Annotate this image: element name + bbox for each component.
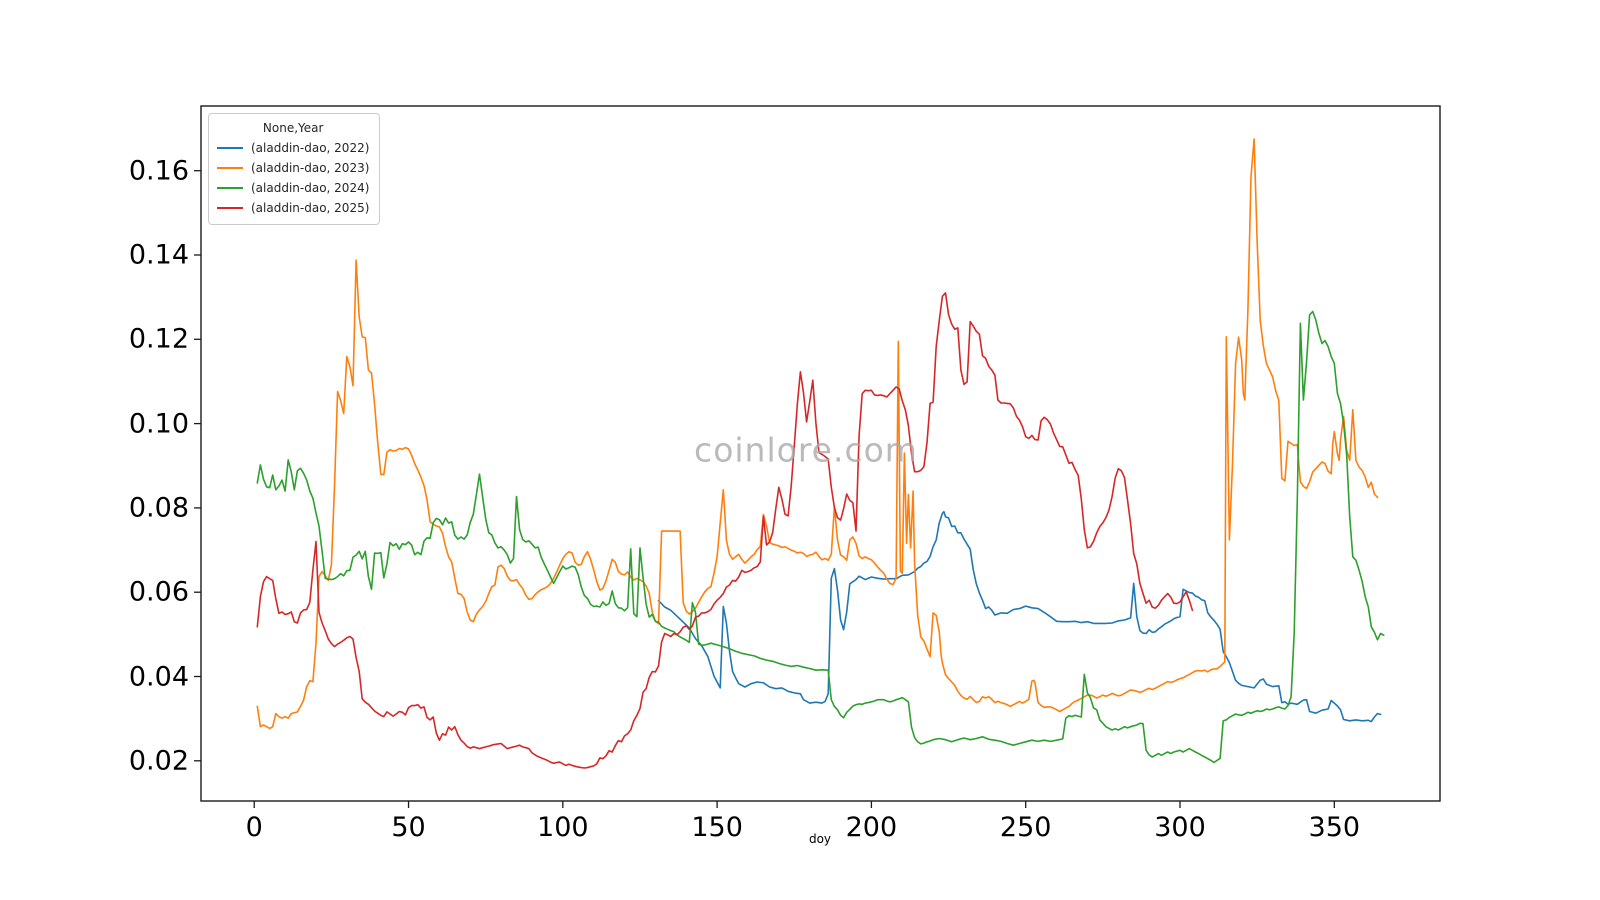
- y-tick-label: 0.04: [128, 661, 189, 692]
- legend-label-2023: (aladdin-dao, 2023): [251, 161, 370, 175]
- legend-line-swatch-2024: [217, 187, 243, 189]
- legend-line-swatch-2023: [217, 167, 243, 169]
- legend-line-swatch-2022: [217, 147, 243, 149]
- y-tick-label: 0.10: [128, 408, 189, 440]
- series-line-2022: [657, 510, 1382, 723]
- x-tick-label: 0: [245, 812, 263, 843]
- x-tick-label: 200: [845, 812, 898, 843]
- x-axis-label: doy: [808, 832, 832, 846]
- legend-label-2025: (aladdin-dao, 2025): [251, 201, 370, 215]
- y-tick-label: 0.02: [128, 745, 189, 777]
- axes-frame: [200, 105, 1441, 802]
- legend-label-2022: (aladdin-dao, 2022): [251, 141, 370, 155]
- legend-entry-2022: (aladdin-dao, 2022): [217, 138, 369, 158]
- x-tick-label: 300: [1154, 812, 1206, 843]
- legend-title: None,Year: [262, 121, 324, 135]
- y-tick-label: 0.12: [128, 323, 189, 355]
- x-tick-label: 350: [1308, 812, 1361, 843]
- watermark: coinlore.com: [694, 430, 918, 470]
- y-tick-label: 0.06: [128, 576, 189, 608]
- legend-label-2024: (aladdin-dao, 2024): [251, 181, 370, 195]
- y-tick-label: 0.14: [128, 239, 189, 271]
- x-tick-label: 250: [999, 812, 1052, 843]
- y-tick-label: 0.08: [128, 492, 189, 524]
- series-line-2025: [256, 292, 1194, 769]
- x-tick-label: 100: [537, 812, 589, 843]
- legend-entry-2023: (aladdin-dao, 2023): [217, 158, 369, 178]
- legend: None,Year (aladdin-dao, 2022) (aladdin-d…: [208, 113, 381, 225]
- x-tick-label: 50: [391, 812, 426, 843]
- series-line-2024: [256, 310, 1385, 764]
- series-line-2023: [256, 138, 1379, 730]
- y-tick-label: 0.16: [128, 155, 189, 187]
- x-tick-label: 150: [691, 812, 743, 843]
- legend-entry-2025: (aladdin-dao, 2025): [217, 198, 369, 218]
- legend-entry-2024: (aladdin-dao, 2024): [217, 178, 369, 198]
- legend-line-swatch-2025: [217, 207, 243, 209]
